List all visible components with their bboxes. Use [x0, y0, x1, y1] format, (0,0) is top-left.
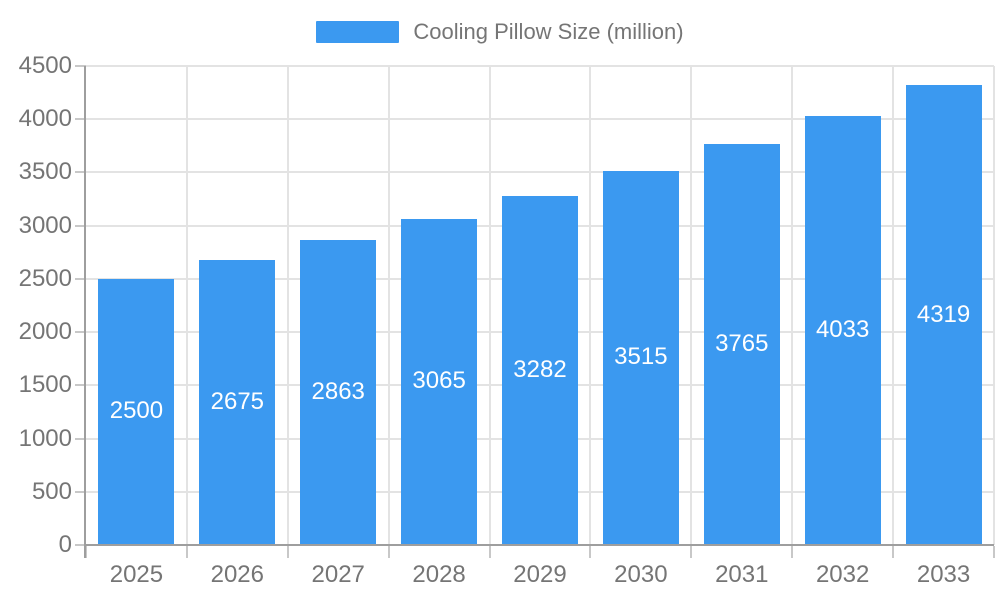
h-gridline-4500: [86, 65, 994, 67]
bar-value-label: 3282: [513, 355, 567, 383]
y-axis-tick: [75, 437, 86, 440]
y-axis-tick: [75, 331, 86, 334]
x-axis-label-2028: 2028: [412, 561, 466, 588]
bar-value-label: 4319: [916, 300, 971, 328]
y-axis-tick: [75, 171, 86, 174]
v-gridline: [690, 66, 693, 545]
y-axis-label-2000: 2000: [18, 318, 72, 346]
h-gridline-3500: [86, 171, 994, 174]
bar-2027[interactable]: 2863: [300, 240, 377, 544]
x-axis-tick: [791, 546, 794, 558]
bar-2031[interactable]: 3765: [703, 144, 780, 544]
legend-swatch-icon[interactable]: [316, 21, 400, 43]
bar-value-label: 3515: [614, 343, 668, 371]
legend[interactable]: Cooling Pillow Size (million): [0, 21, 1000, 43]
x-axis-tick: [185, 546, 188, 558]
bar-value-label: 3765: [715, 330, 769, 358]
x-axis-tick: [387, 546, 390, 558]
y-axis-label-2500: 2500: [18, 264, 72, 292]
bar-value-label: 2863: [311, 378, 365, 406]
bar-2028[interactable]: 3065: [401, 218, 478, 544]
v-gridline: [993, 66, 995, 545]
x-axis-line: [84, 544, 994, 546]
legend-label: Cooling Pillow Size (million): [413, 19, 684, 44]
x-axis-tick: [286, 546, 289, 558]
y-axis-label-1000: 1000: [18, 424, 72, 452]
v-gridline: [488, 66, 491, 545]
v-gridline: [892, 66, 895, 545]
bar-value-label: 2500: [109, 397, 164, 425]
y-axis-label-3500: 3500: [18, 158, 72, 186]
y-axis-label-4000: 4000: [18, 105, 72, 133]
y-axis-label-4500: 4500: [18, 52, 72, 79]
v-gridline: [791, 66, 794, 545]
y-axis-tick: [75, 224, 86, 227]
y-axis-tick: [75, 277, 86, 280]
y-axis-tick: [75, 384, 86, 387]
bar-2032[interactable]: 4033: [804, 115, 881, 544]
y-axis-tick: [75, 544, 86, 546]
bar-2026[interactable]: 2675: [199, 260, 276, 544]
x-axis-label-2032: 2032: [815, 561, 870, 588]
x-axis-tick: [85, 546, 87, 558]
y-axis-label-500: 500: [31, 477, 72, 505]
y-axis-tick: [75, 118, 86, 121]
bar-value-label: 3065: [412, 367, 466, 395]
x-axis-tick: [488, 546, 491, 558]
x-axis-tick: [892, 546, 895, 558]
y-axis-tick: [75, 65, 86, 67]
v-gridline: [589, 66, 592, 545]
bar-2029[interactable]: 3282: [502, 195, 578, 544]
bar-2033[interactable]: 4319: [905, 85, 982, 544]
h-gridline-4000: [86, 118, 994, 121]
x-axis-label-2030: 2030: [614, 561, 668, 588]
x-axis-label-2025: 2025: [109, 561, 164, 588]
v-gridline: [286, 66, 289, 545]
y-axis-line: [84, 66, 86, 558]
x-axis-tick: [690, 546, 693, 558]
bar-2025[interactable]: 2500: [98, 278, 175, 544]
x-axis-label-2033: 2033: [916, 561, 971, 588]
x-axis-tick: [589, 546, 592, 558]
x-axis-label-2027: 2027: [311, 561, 365, 588]
v-gridline: [185, 66, 188, 545]
x-axis-label-2031: 2031: [715, 561, 769, 588]
y-axis-label-0: 0: [58, 531, 72, 558]
v-gridline: [387, 66, 390, 545]
x-axis-tick: [993, 546, 995, 558]
bar-2030[interactable]: 3515: [602, 170, 679, 544]
y-axis-label-3000: 3000: [18, 211, 72, 239]
bar-value-label: 4033: [815, 315, 870, 343]
x-axis-label-2026: 2026: [210, 561, 264, 588]
bar-value-label: 2675: [210, 388, 265, 416]
y-axis-label-1500: 1500: [18, 371, 72, 399]
y-axis-tick: [75, 490, 86, 493]
x-axis-label-2029: 2029: [513, 561, 567, 588]
